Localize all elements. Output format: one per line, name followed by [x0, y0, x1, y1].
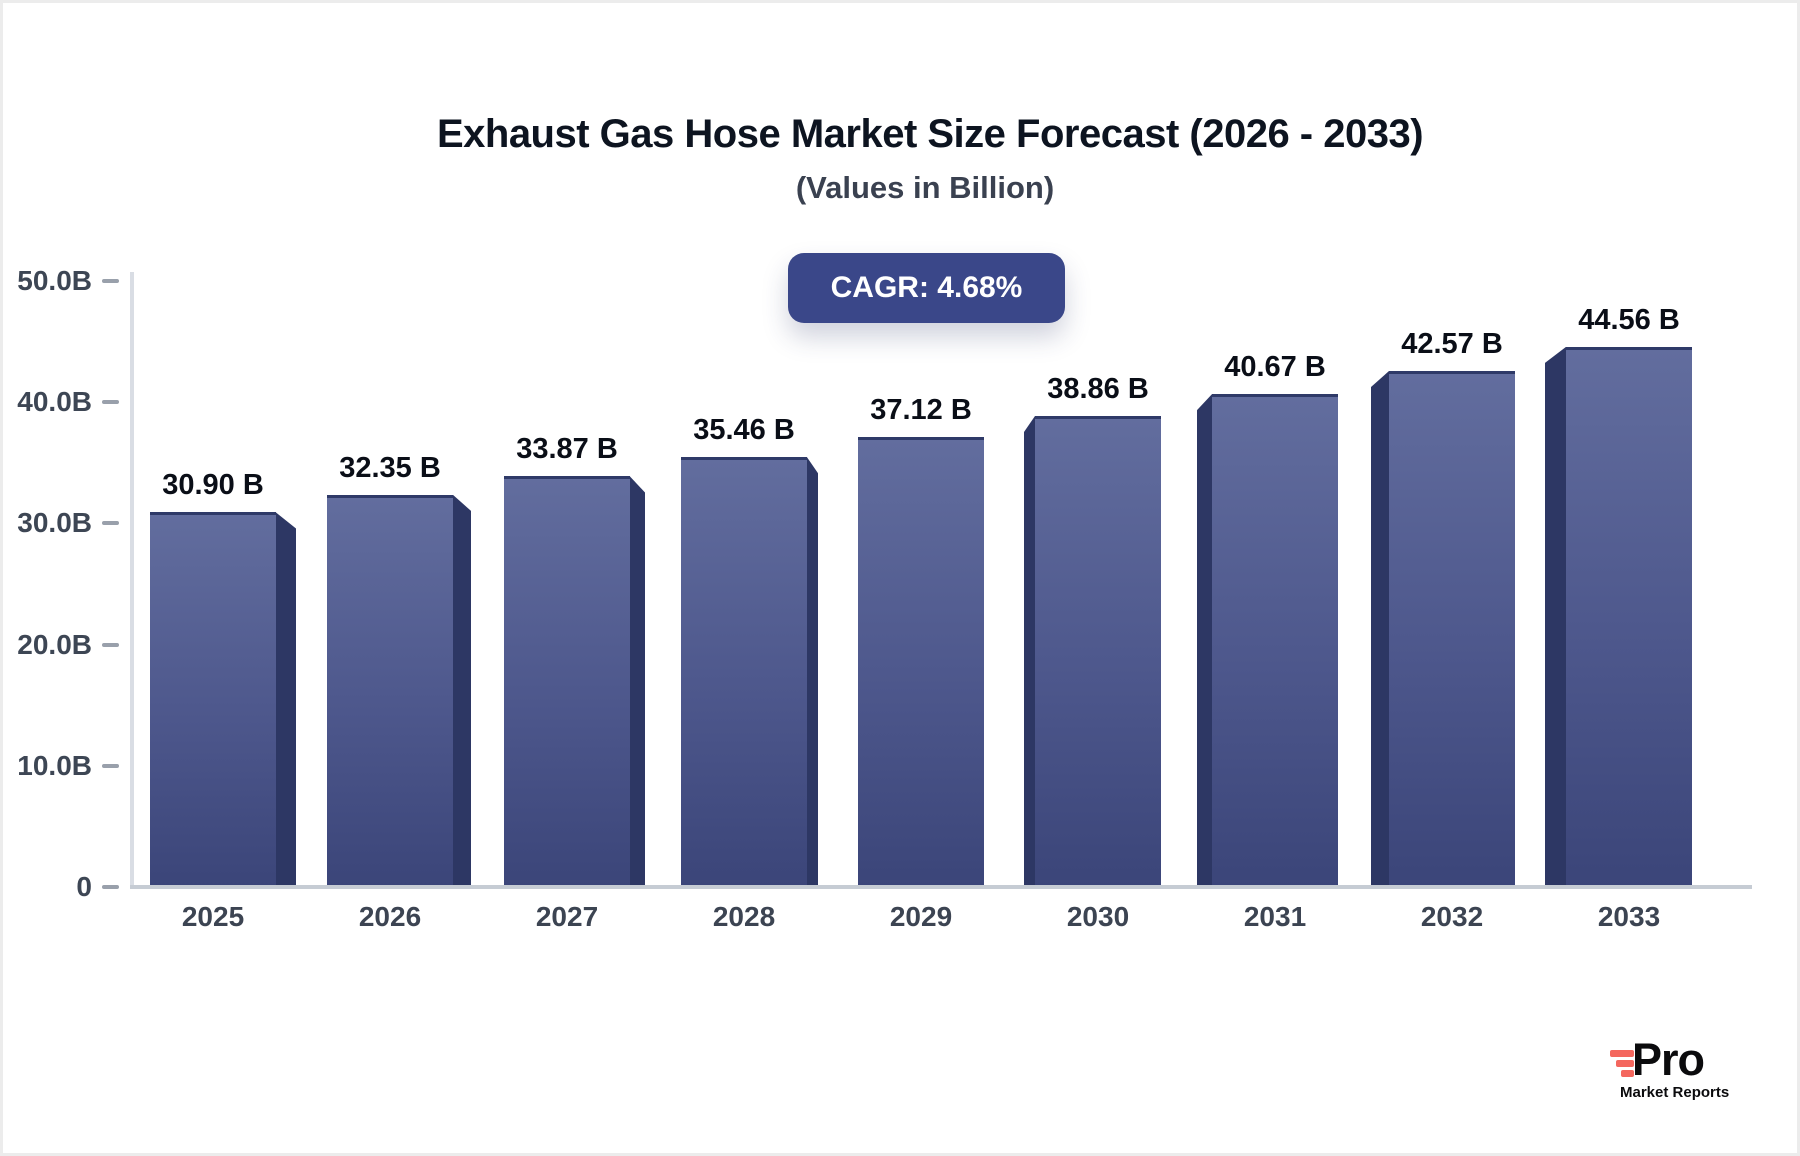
bar-2025[interactable]	[150, 512, 276, 887]
y-tick-mark	[102, 885, 119, 889]
cagr-badge-label: CAGR: 4.68%	[830, 271, 1023, 304]
y-tick-mark	[102, 400, 119, 405]
logo-bars-icon	[1608, 1050, 1634, 1080]
y-tick-mark	[102, 642, 119, 647]
x-tick-label: 2029	[889, 901, 953, 932]
bar-side-face	[1197, 394, 1212, 887]
bar-side-face	[807, 457, 818, 887]
y-tick-label: 10.0B	[17, 749, 92, 781]
bar-value-label: 33.87 B	[516, 433, 618, 466]
y-tick-label: 20.0B	[17, 628, 92, 660]
x-tick-label: 2030	[1066, 901, 1130, 932]
logo-bar	[1621, 1070, 1634, 1077]
bar-value-label: 37.12 B	[870, 394, 972, 427]
logo-bar	[1616, 1060, 1634, 1067]
bar-2030[interactable]	[1035, 416, 1161, 887]
bar-side-face	[453, 494, 471, 887]
bar-2033[interactable]	[1566, 346, 1692, 887]
y-tick-mark	[102, 279, 119, 283]
bar-side-face	[1024, 416, 1035, 887]
chart-subtitle: (Values in Billion)	[795, 170, 1055, 205]
bar-2029[interactable]	[858, 437, 984, 887]
bar-2031[interactable]	[1212, 394, 1338, 887]
logo-wordmark: Pro	[1632, 1034, 1705, 1085]
cagr-badge: CAGR: 4.68%	[788, 253, 1065, 323]
y-tick-label: 0	[76, 871, 92, 902]
x-tick-label: 2031	[1243, 901, 1307, 932]
x-tick-label: 2025	[181, 901, 245, 932]
bar-value-label: 35.46 B	[693, 414, 795, 447]
bar-2027[interactable]	[504, 476, 630, 887]
x-axis-baseline	[130, 885, 1752, 889]
bar-side-face	[276, 512, 296, 887]
logo-tagline: Market Reports	[1620, 1084, 1730, 1101]
bar-side-face	[1371, 371, 1389, 887]
bar-2028[interactable]	[681, 457, 807, 887]
x-tick-label: 2028	[712, 901, 776, 932]
x-tick-label: 2033	[1597, 901, 1661, 932]
y-tick-mark	[102, 763, 119, 768]
y-tick-label: 50.0B	[17, 265, 92, 296]
bar-value-label: 42.57 B	[1401, 328, 1503, 361]
y-tick-label: 40.0B	[17, 386, 92, 418]
x-tick-label: 2027	[535, 901, 599, 932]
y-axis-line	[130, 272, 134, 889]
bar-side-face	[1545, 346, 1566, 887]
y-tick-mark	[102, 521, 119, 526]
logo-bar	[1610, 1050, 1634, 1057]
bar-side-face	[630, 476, 645, 887]
x-tick-label: 2026	[358, 901, 422, 932]
brand-logo: Pro Market Reports	[1600, 1034, 1770, 1110]
chart-title: Exhaust Gas Hose Market Size Forecast (2…	[436, 112, 1424, 156]
bar-value-label: 32.35 B	[339, 451, 441, 484]
bar-2032[interactable]	[1389, 371, 1515, 887]
bar-value-label: 30.90 B	[162, 469, 264, 502]
bar-2026[interactable]	[327, 494, 453, 887]
bar-value-label: 38.86 B	[1047, 373, 1149, 406]
x-tick-label: 2032	[1420, 901, 1484, 932]
bar-value-label: 44.56 B	[1578, 303, 1680, 336]
bar-value-label: 40.67 B	[1224, 351, 1326, 384]
y-tick-label: 30.0B	[17, 507, 92, 539]
